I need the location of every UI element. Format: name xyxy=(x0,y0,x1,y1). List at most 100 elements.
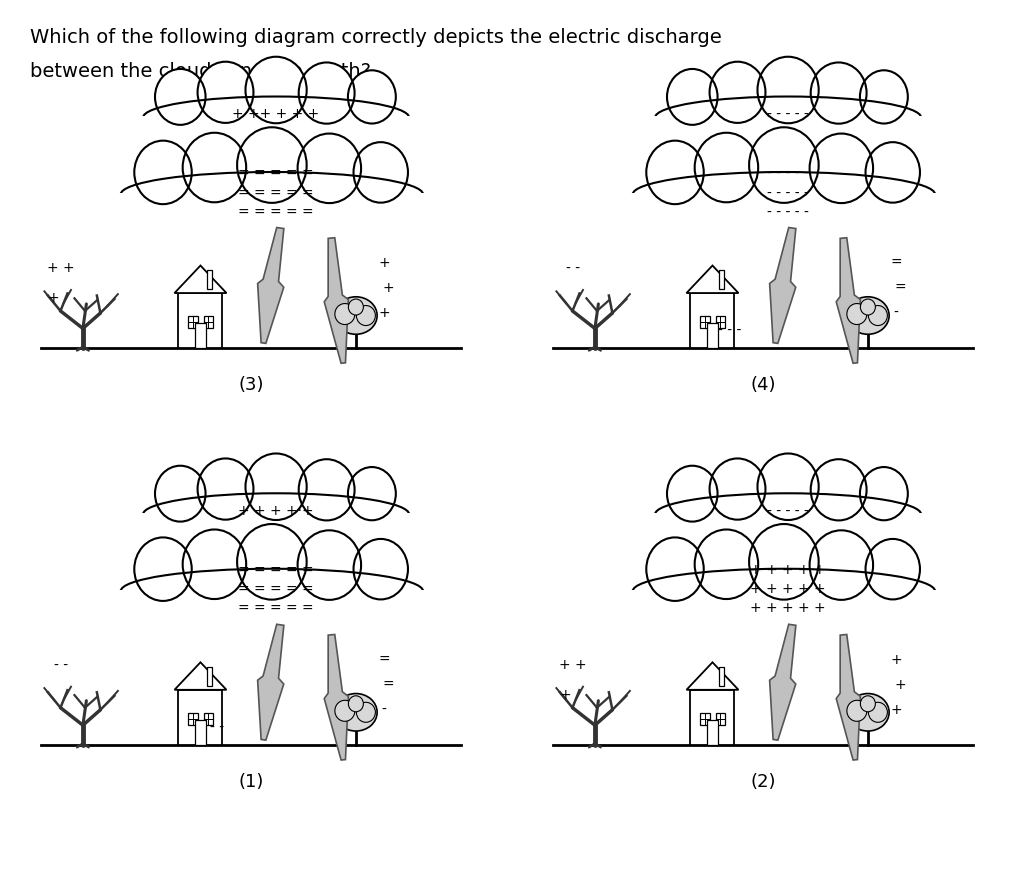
Ellipse shape xyxy=(348,467,396,521)
Text: -: - xyxy=(382,703,386,717)
Text: - -: - - xyxy=(54,657,68,671)
Text: Which of the following diagram correctly depicts the electric discharge: Which of the following diagram correctly… xyxy=(30,28,722,47)
Ellipse shape xyxy=(335,693,377,731)
Bar xyxy=(204,317,213,328)
Ellipse shape xyxy=(694,529,758,599)
Bar xyxy=(700,317,710,328)
Text: +: + xyxy=(559,688,570,702)
Text: = = = = =: = = = = = xyxy=(239,186,314,200)
Ellipse shape xyxy=(198,459,254,520)
Ellipse shape xyxy=(655,97,922,139)
Ellipse shape xyxy=(134,537,191,601)
Ellipse shape xyxy=(155,69,206,125)
Bar xyxy=(707,720,718,745)
Ellipse shape xyxy=(811,63,866,124)
Ellipse shape xyxy=(811,460,866,521)
Polygon shape xyxy=(837,635,860,760)
Ellipse shape xyxy=(750,127,818,203)
Ellipse shape xyxy=(655,494,922,535)
Bar xyxy=(204,713,213,725)
Text: (4): (4) xyxy=(751,376,775,394)
Ellipse shape xyxy=(348,71,396,124)
Ellipse shape xyxy=(121,172,423,217)
Ellipse shape xyxy=(667,69,718,125)
Bar xyxy=(178,293,222,348)
Polygon shape xyxy=(258,228,284,344)
Bar xyxy=(649,513,927,537)
Ellipse shape xyxy=(335,296,377,334)
Ellipse shape xyxy=(710,459,766,520)
Ellipse shape xyxy=(860,467,908,521)
Bar xyxy=(649,116,927,140)
Ellipse shape xyxy=(758,453,818,520)
Ellipse shape xyxy=(182,133,246,202)
Ellipse shape xyxy=(238,127,306,203)
Polygon shape xyxy=(686,266,738,293)
Ellipse shape xyxy=(847,303,867,324)
Ellipse shape xyxy=(868,305,888,325)
Text: - -: - - xyxy=(566,261,580,275)
Bar xyxy=(707,324,718,348)
Ellipse shape xyxy=(143,97,410,139)
Bar xyxy=(178,690,222,745)
Bar xyxy=(137,513,415,537)
Text: (1): (1) xyxy=(239,773,263,791)
Text: = = = = =: = = = = = xyxy=(239,582,314,596)
Ellipse shape xyxy=(847,296,889,334)
Text: = = = = =: = = = = = xyxy=(239,205,314,219)
Bar xyxy=(188,317,198,328)
Text: +: + xyxy=(382,281,393,295)
Ellipse shape xyxy=(633,569,935,614)
Bar xyxy=(627,589,941,616)
Bar xyxy=(207,270,212,290)
Text: + + + + +: + + + + + xyxy=(751,563,826,577)
Ellipse shape xyxy=(299,460,354,521)
Bar xyxy=(188,713,198,725)
Text: - - - - -: - - - - - xyxy=(767,205,809,219)
Polygon shape xyxy=(174,266,226,293)
Ellipse shape xyxy=(810,530,873,600)
Bar xyxy=(137,116,415,140)
Text: +: + xyxy=(378,306,390,320)
Ellipse shape xyxy=(633,172,935,217)
Polygon shape xyxy=(837,238,860,364)
Ellipse shape xyxy=(335,303,355,324)
Ellipse shape xyxy=(356,305,376,325)
Ellipse shape xyxy=(860,696,876,712)
Ellipse shape xyxy=(246,57,306,123)
Text: + + + +·+: + + + +·+ xyxy=(239,503,314,518)
Bar xyxy=(716,317,725,328)
Polygon shape xyxy=(325,635,348,760)
Ellipse shape xyxy=(710,62,766,123)
Bar xyxy=(195,324,206,348)
Text: =: = xyxy=(890,256,902,270)
Ellipse shape xyxy=(299,63,354,124)
Text: =: = xyxy=(382,678,393,691)
Polygon shape xyxy=(770,624,796,740)
Ellipse shape xyxy=(335,700,355,721)
Ellipse shape xyxy=(238,524,306,600)
Text: + ++ + + +: + ++ + + + xyxy=(232,106,319,121)
Text: + +: + + xyxy=(559,657,587,671)
Text: - -: - - xyxy=(210,719,224,734)
Text: -: - xyxy=(894,306,898,320)
Polygon shape xyxy=(325,238,348,364)
Ellipse shape xyxy=(868,702,888,722)
Text: (2): (2) xyxy=(751,773,775,791)
Ellipse shape xyxy=(143,494,410,535)
Bar xyxy=(700,713,710,725)
Text: =: = xyxy=(378,653,390,667)
Ellipse shape xyxy=(810,133,873,203)
Text: = = = = =: = = = = = xyxy=(239,602,314,616)
Ellipse shape xyxy=(758,57,818,123)
Ellipse shape xyxy=(348,696,364,712)
Bar xyxy=(719,270,724,290)
Text: between the clouds and the earth?: between the clouds and the earth? xyxy=(30,62,371,81)
Ellipse shape xyxy=(847,693,889,731)
Ellipse shape xyxy=(121,569,423,614)
Text: - - - - -: - - - - - xyxy=(767,106,809,121)
Ellipse shape xyxy=(860,71,908,124)
Text: + +: + + xyxy=(47,261,75,275)
Text: +: + xyxy=(894,678,905,691)
Ellipse shape xyxy=(646,537,703,601)
